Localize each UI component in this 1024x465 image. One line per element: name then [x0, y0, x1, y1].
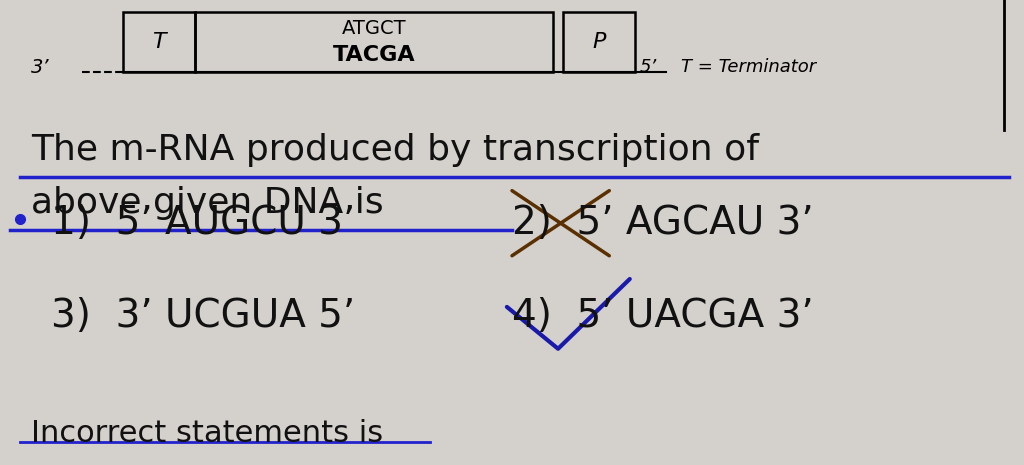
- Text: 4)  5’ UACGA 3’: 4) 5’ UACGA 3’: [512, 297, 814, 335]
- Text: 1)  5’ AUGCU 3’: 1) 5’ AUGCU 3’: [51, 204, 355, 242]
- Text: 3’: 3’: [31, 58, 49, 77]
- Bar: [563, 12, 635, 72]
- Bar: [123, 12, 195, 72]
- Text: 3)  3’ UCGUA 5’: 3) 3’ UCGUA 5’: [51, 297, 355, 335]
- Text: ATGCT: ATGCT: [341, 19, 407, 38]
- Text: above given DNA is: above given DNA is: [31, 186, 383, 220]
- Text: Incorrect statements is: Incorrect statements is: [31, 418, 383, 447]
- Text: TACGA: TACGA: [333, 45, 415, 65]
- Bar: [195, 12, 553, 72]
- Text: T = Terminator: T = Terminator: [681, 59, 816, 76]
- Text: 5’: 5’: [640, 59, 657, 76]
- Text: The m-RNA produced by transcription of: The m-RNA produced by transcription of: [31, 133, 759, 166]
- Text: P: P: [592, 32, 606, 52]
- Text: 2)  5’ AGCAU 3’: 2) 5’ AGCAU 3’: [512, 204, 814, 242]
- Text: T: T: [152, 32, 166, 52]
